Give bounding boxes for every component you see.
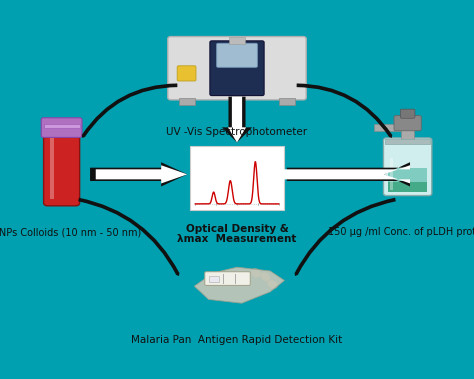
FancyBboxPatch shape xyxy=(44,128,80,206)
Bar xyxy=(44,124,80,128)
Text: UV -Vis Spectrophotometer: UV -Vis Spectrophotometer xyxy=(166,127,308,137)
FancyBboxPatch shape xyxy=(401,109,415,118)
FancyArrowPatch shape xyxy=(82,83,177,138)
Bar xyxy=(179,98,194,105)
Text: λmax  Measurement: λmax Measurement xyxy=(177,234,297,244)
Bar xyxy=(401,129,414,139)
FancyBboxPatch shape xyxy=(168,37,306,100)
Bar xyxy=(229,38,245,44)
FancyArrowPatch shape xyxy=(294,198,396,276)
Bar xyxy=(374,124,401,131)
FancyBboxPatch shape xyxy=(383,138,432,196)
Ellipse shape xyxy=(252,268,260,277)
FancyBboxPatch shape xyxy=(41,118,82,138)
Polygon shape xyxy=(96,165,187,183)
Polygon shape xyxy=(222,97,252,143)
Polygon shape xyxy=(90,162,187,186)
FancyArrowPatch shape xyxy=(78,198,180,276)
FancyArrowPatch shape xyxy=(297,83,392,138)
Bar xyxy=(385,139,430,144)
Bar xyxy=(280,98,295,105)
FancyBboxPatch shape xyxy=(217,43,257,67)
Text: Malaria Pan  Antigen Rapid Detection Kit: Malaria Pan Antigen Rapid Detection Kit xyxy=(131,335,343,345)
Text: 150 μg /ml Conc. of pLDH protein: 150 μg /ml Conc. of pLDH protein xyxy=(328,227,474,237)
Bar xyxy=(190,146,284,210)
FancyBboxPatch shape xyxy=(210,41,264,96)
Polygon shape xyxy=(281,165,410,183)
Bar xyxy=(388,168,427,192)
Polygon shape xyxy=(287,162,410,186)
Polygon shape xyxy=(194,267,284,303)
Ellipse shape xyxy=(261,272,270,281)
Text: Optical Density &: Optical Density & xyxy=(186,224,288,234)
Ellipse shape xyxy=(267,280,278,288)
Text: AuNPs Colloids (10 nm - 50 nm): AuNPs Colloids (10 nm - 50 nm) xyxy=(0,227,142,237)
FancyBboxPatch shape xyxy=(394,116,421,131)
FancyBboxPatch shape xyxy=(177,66,196,81)
Bar xyxy=(209,276,219,282)
FancyBboxPatch shape xyxy=(205,272,250,285)
Bar xyxy=(390,158,393,190)
Bar xyxy=(388,182,427,192)
Bar xyxy=(50,136,54,199)
Polygon shape xyxy=(228,97,246,143)
